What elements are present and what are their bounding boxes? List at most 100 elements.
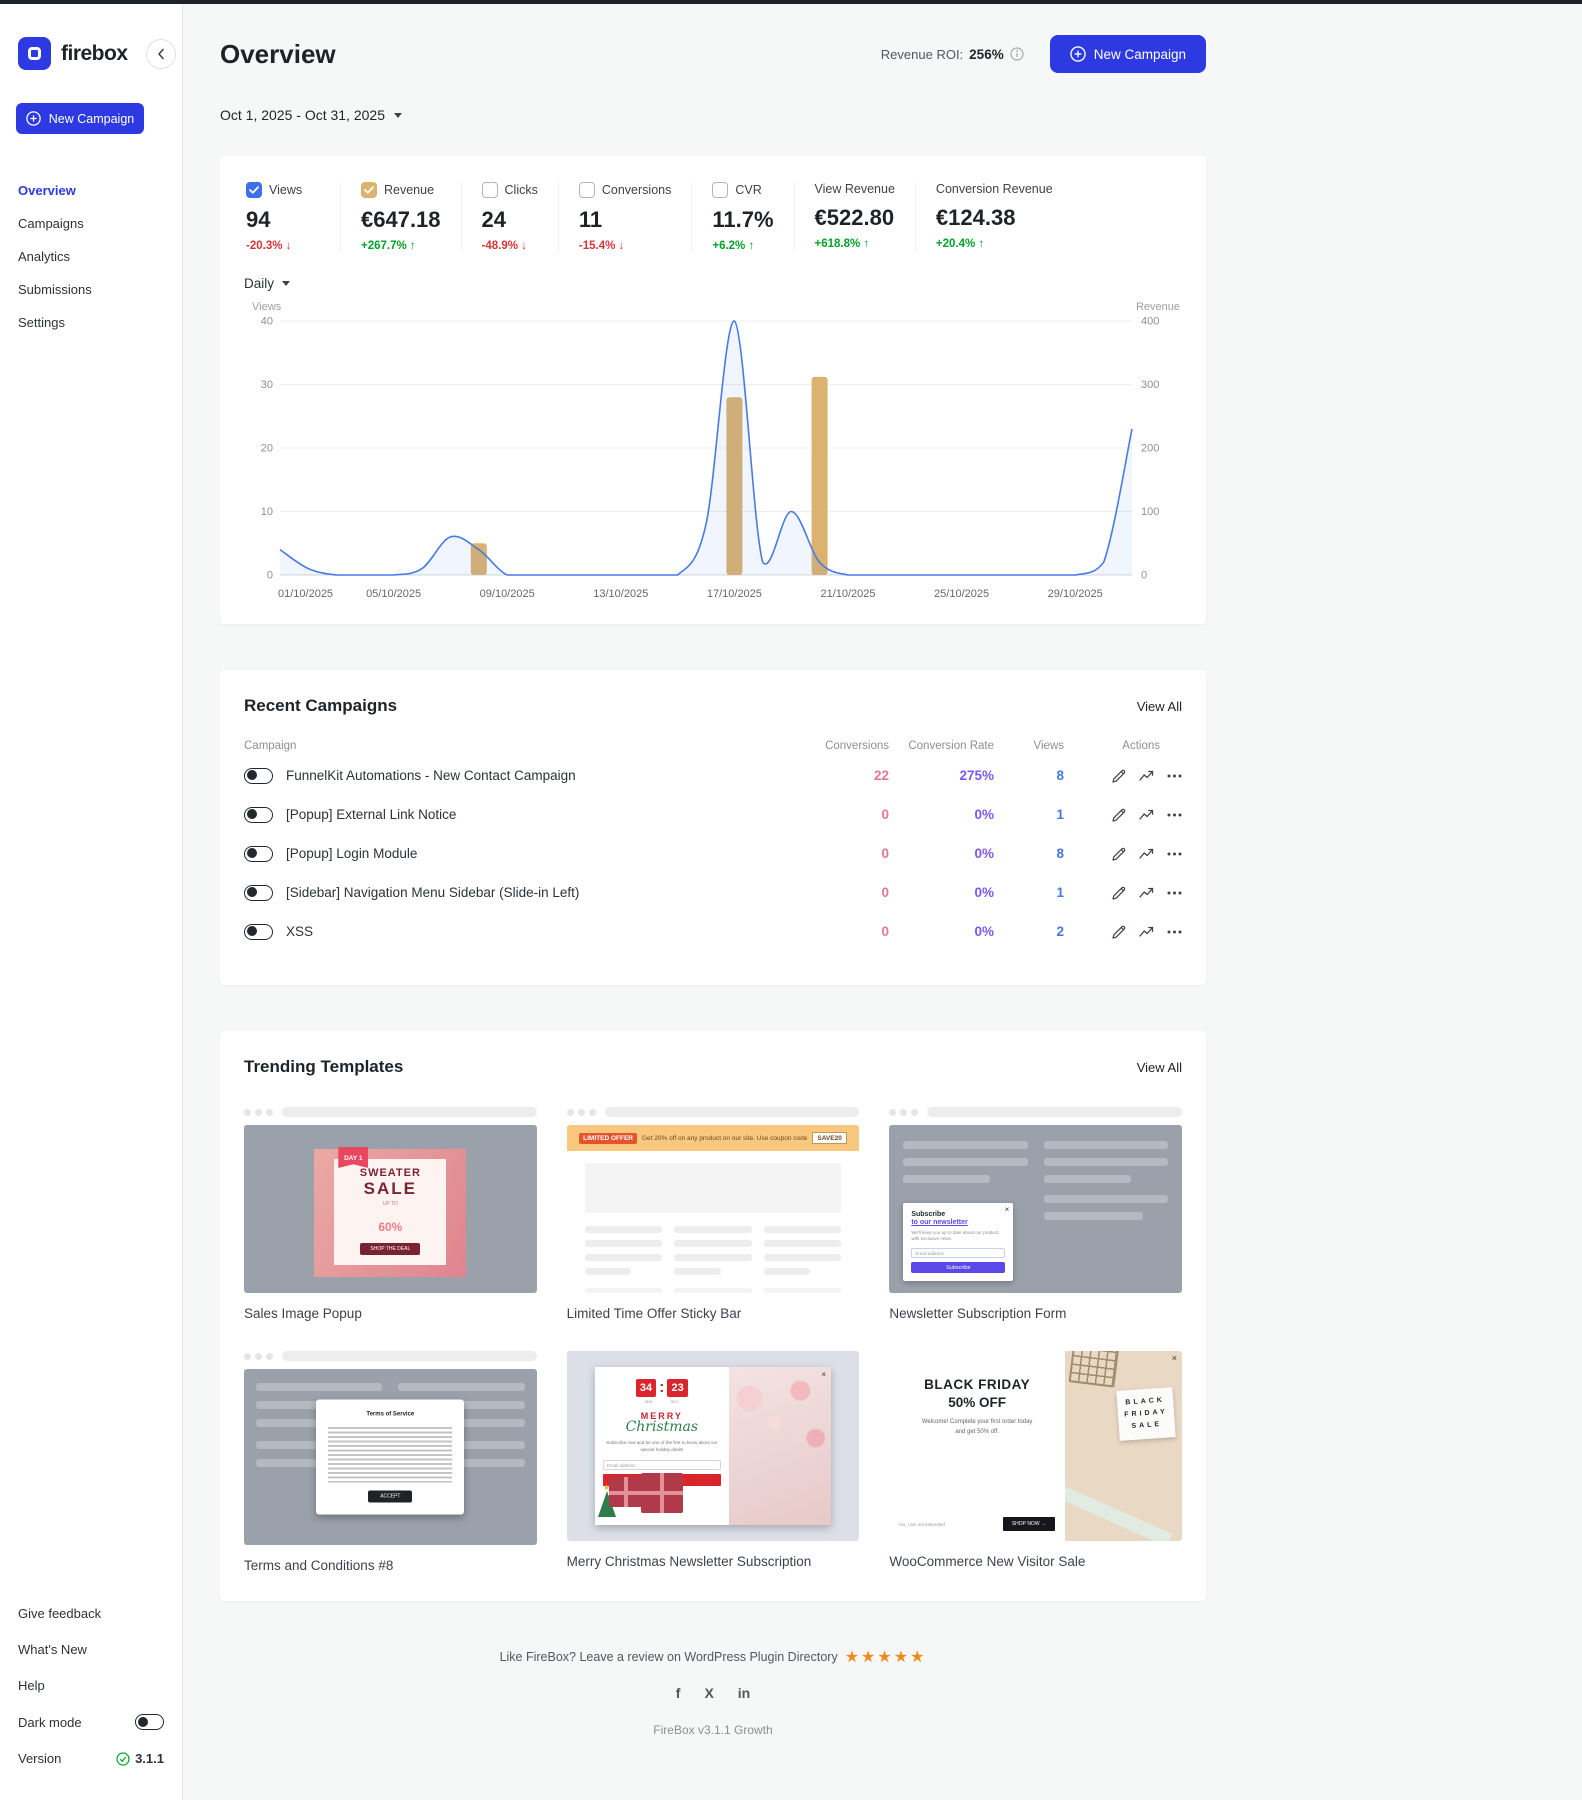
more-actions-icon[interactable]: [1167, 813, 1182, 817]
recent-campaigns-title: Recent Campaigns: [244, 696, 398, 715]
campaign-name[interactable]: XSS: [286, 924, 314, 939]
rating-stars[interactable]: ★★★★★: [844, 1649, 927, 1666]
campaign-name[interactable]: [Popup] External Link Notice: [286, 807, 457, 822]
template-thumbnail[interactable]: Terms of Service ACCEPT: [244, 1369, 537, 1545]
more-actions-icon[interactable]: [1167, 930, 1182, 934]
sidebar-new-campaign-button[interactable]: New Campaign: [16, 103, 144, 134]
dark-mode-label: Dark mode: [18, 1714, 82, 1730]
campaign-toggle[interactable]: [244, 923, 273, 940]
campaign-toggle[interactable]: [244, 767, 273, 784]
template-label: Newsletter Subscription Form: [889, 1306, 1067, 1321]
sidebar-item-overview[interactable]: Overview: [18, 183, 76, 198]
svg-text:300: 300: [1141, 379, 1159, 391]
svg-text:10: 10: [261, 506, 273, 518]
plus-circle-icon: [1069, 46, 1086, 62]
facebook-icon[interactable]: f: [675, 1685, 681, 1701]
info-icon[interactable]: [1010, 47, 1024, 61]
template-thumbnail[interactable]: BLACK FRIDAY 50% OFF Welcome! Complete y…: [889, 1351, 1182, 1541]
analytics-icon[interactable]: [1139, 769, 1154, 782]
admin-top-bar: [0, 0, 1582, 4]
email-field[interactable]: Email address: [602, 1459, 721, 1470]
svg-text:01/10/2025: 01/10/2025: [278, 588, 333, 600]
campaign-toggle[interactable]: [244, 845, 273, 862]
sale-line1: SWEATER: [359, 1167, 421, 1179]
shop-now-button[interactable]: SHOP NOW →: [1002, 1517, 1055, 1531]
more-actions-icon[interactable]: [1167, 774, 1182, 778]
dark-mode-toggle[interactable]: [135, 1714, 164, 1730]
close-icon[interactable]: ×: [821, 1370, 826, 1379]
sale-upto: UP TO: [382, 1201, 398, 1207]
template-thumbnail[interactable]: DAY 1 SWEATER SALE UP TO 60% SHOP THE DE…: [244, 1125, 537, 1293]
review-text: Like FireBox? Leave a review on WordPres…: [499, 1650, 838, 1664]
campaign-toggle[interactable]: [244, 806, 273, 823]
edit-icon[interactable]: [1112, 769, 1126, 783]
campaign-toggle[interactable]: [244, 884, 273, 901]
sidebar-item-analytics[interactable]: Analytics: [18, 249, 71, 264]
edit-icon[interactable]: [1112, 847, 1126, 861]
analytics-icon[interactable]: [1139, 925, 1154, 938]
chevron-down-icon: [282, 281, 291, 286]
main-area: Overview Revenue ROI: 256% New Campaign …: [183, 4, 1582, 1800]
edit-icon[interactable]: [1112, 808, 1126, 822]
close-icon[interactable]: ×: [1171, 1353, 1177, 1363]
stat-view-revenue: View Revenue €522.80 +618.8% ↑: [793, 182, 915, 252]
sidebar-item-dark-mode: Dark mode: [18, 1714, 164, 1730]
campaign-name[interactable]: FunnelKit Automations - New Contact Camp…: [286, 768, 576, 783]
template-sales-image-popup: DAY 1 SWEATER SALE UP TO 60% SHOP THE DE…: [244, 1107, 537, 1321]
revenue-bar[interactable]: [726, 397, 743, 575]
close-icon[interactable]: ×: [1004, 1204, 1010, 1214]
edit-icon[interactable]: [1112, 925, 1126, 939]
sidebar-item-submissions[interactable]: Submissions: [18, 282, 92, 297]
more-actions-icon[interactable]: [1167, 891, 1182, 895]
template-thumbnail[interactable]: LIMITED OFFER Get 20% off on any product…: [566, 1125, 860, 1293]
sidebar-collapse-button[interactable]: [146, 39, 176, 69]
revenue-bar[interactable]: [811, 376, 828, 575]
new-campaign-button[interactable]: New Campaign: [1049, 35, 1206, 73]
sidebar-item-settings[interactable]: Settings: [18, 315, 65, 330]
black-friday-photo: BLACK FRIDAY SALE: [1064, 1351, 1182, 1541]
x-icon[interactable]: X: [704, 1685, 714, 1701]
template-thumbnail[interactable]: × 34:23 MIN SEC MERRY Christmas Subscribe…: [566, 1351, 860, 1541]
campaign-name[interactable]: [Sidebar] Navigation Menu Sidebar (Slide…: [286, 885, 580, 900]
campaigns-view-all-link[interactable]: View All: [1136, 698, 1182, 714]
firebox-logo-icon: [18, 37, 51, 70]
linkedin-icon[interactable]: in: [737, 1685, 751, 1701]
templates-view-all-link[interactable]: View All: [1136, 1059, 1182, 1075]
clicks-checkbox[interactable]: [481, 182, 498, 198]
stat-label: Conversion Revenue: [935, 182, 1053, 196]
granularity-dropdown[interactable]: Daily: [244, 276, 291, 291]
edit-icon[interactable]: [1112, 886, 1126, 900]
subscribe-button[interactable]: Subscribe: [911, 1262, 1006, 1273]
dismiss-link[interactable]: No, I am not interested: [899, 1521, 945, 1527]
analytics-card: Views 94 -20.3% ↓ Revenue €647.18 +267.7% ↑ Cl…: [220, 156, 1206, 624]
analytics-icon[interactable]: [1139, 847, 1154, 860]
accept-button[interactable]: ACCEPT: [368, 1490, 413, 1503]
more-actions-icon[interactable]: [1167, 852, 1182, 856]
browser-dots-icon: [566, 1108, 596, 1116]
col-campaign: Campaign: [244, 740, 297, 752]
stat-conversion-revenue: Conversion Revenue €124.38 +20.4% ↑: [914, 182, 1073, 252]
analytics-icon[interactable]: [1139, 886, 1154, 899]
recent-campaigns-card: Recent Campaigns View All Campaign Conve…: [220, 670, 1206, 985]
date-range-picker[interactable]: Oct 1, 2025 - Oct 31, 2025: [220, 107, 402, 123]
template-merry-christmas: × 34:23 MIN SEC MERRY Christmas Subscribe…: [566, 1351, 860, 1573]
template-thumbnail[interactable]: × Subscribe to our newsletter We'll keep…: [889, 1125, 1182, 1293]
sidebar-item-help[interactable]: Help: [18, 1678, 164, 1693]
granularity-value: Daily: [244, 276, 275, 291]
views-line[interactable]: [279, 320, 1133, 576]
email-field[interactable]: Email address: [911, 1248, 1006, 1258]
revenue-checkbox[interactable]: [361, 182, 377, 198]
campaign-conversions: 0: [881, 807, 889, 822]
black-friday-body: Welcome! Complete your first order today…: [921, 1419, 1033, 1435]
views-checkbox[interactable]: [246, 182, 262, 198]
sidebar-item-give-feedback[interactable]: Give feedback: [18, 1606, 164, 1621]
sidebar-item-whats-new[interactable]: What's New: [18, 1642, 164, 1657]
analytics-icon[interactable]: [1139, 808, 1154, 821]
revenue-bar[interactable]: [470, 543, 487, 575]
cvr-checkbox[interactable]: [712, 182, 729, 198]
campaign-row: FunnelKit Automations - New Contact Camp…: [244, 756, 1182, 795]
conversions-checkbox[interactable]: [578, 182, 595, 198]
sidebar-item-campaigns[interactable]: Campaigns: [18, 216, 84, 231]
campaign-name[interactable]: [Popup] Login Module: [286, 846, 418, 861]
version-value: 3.1.1: [135, 1751, 164, 1766]
